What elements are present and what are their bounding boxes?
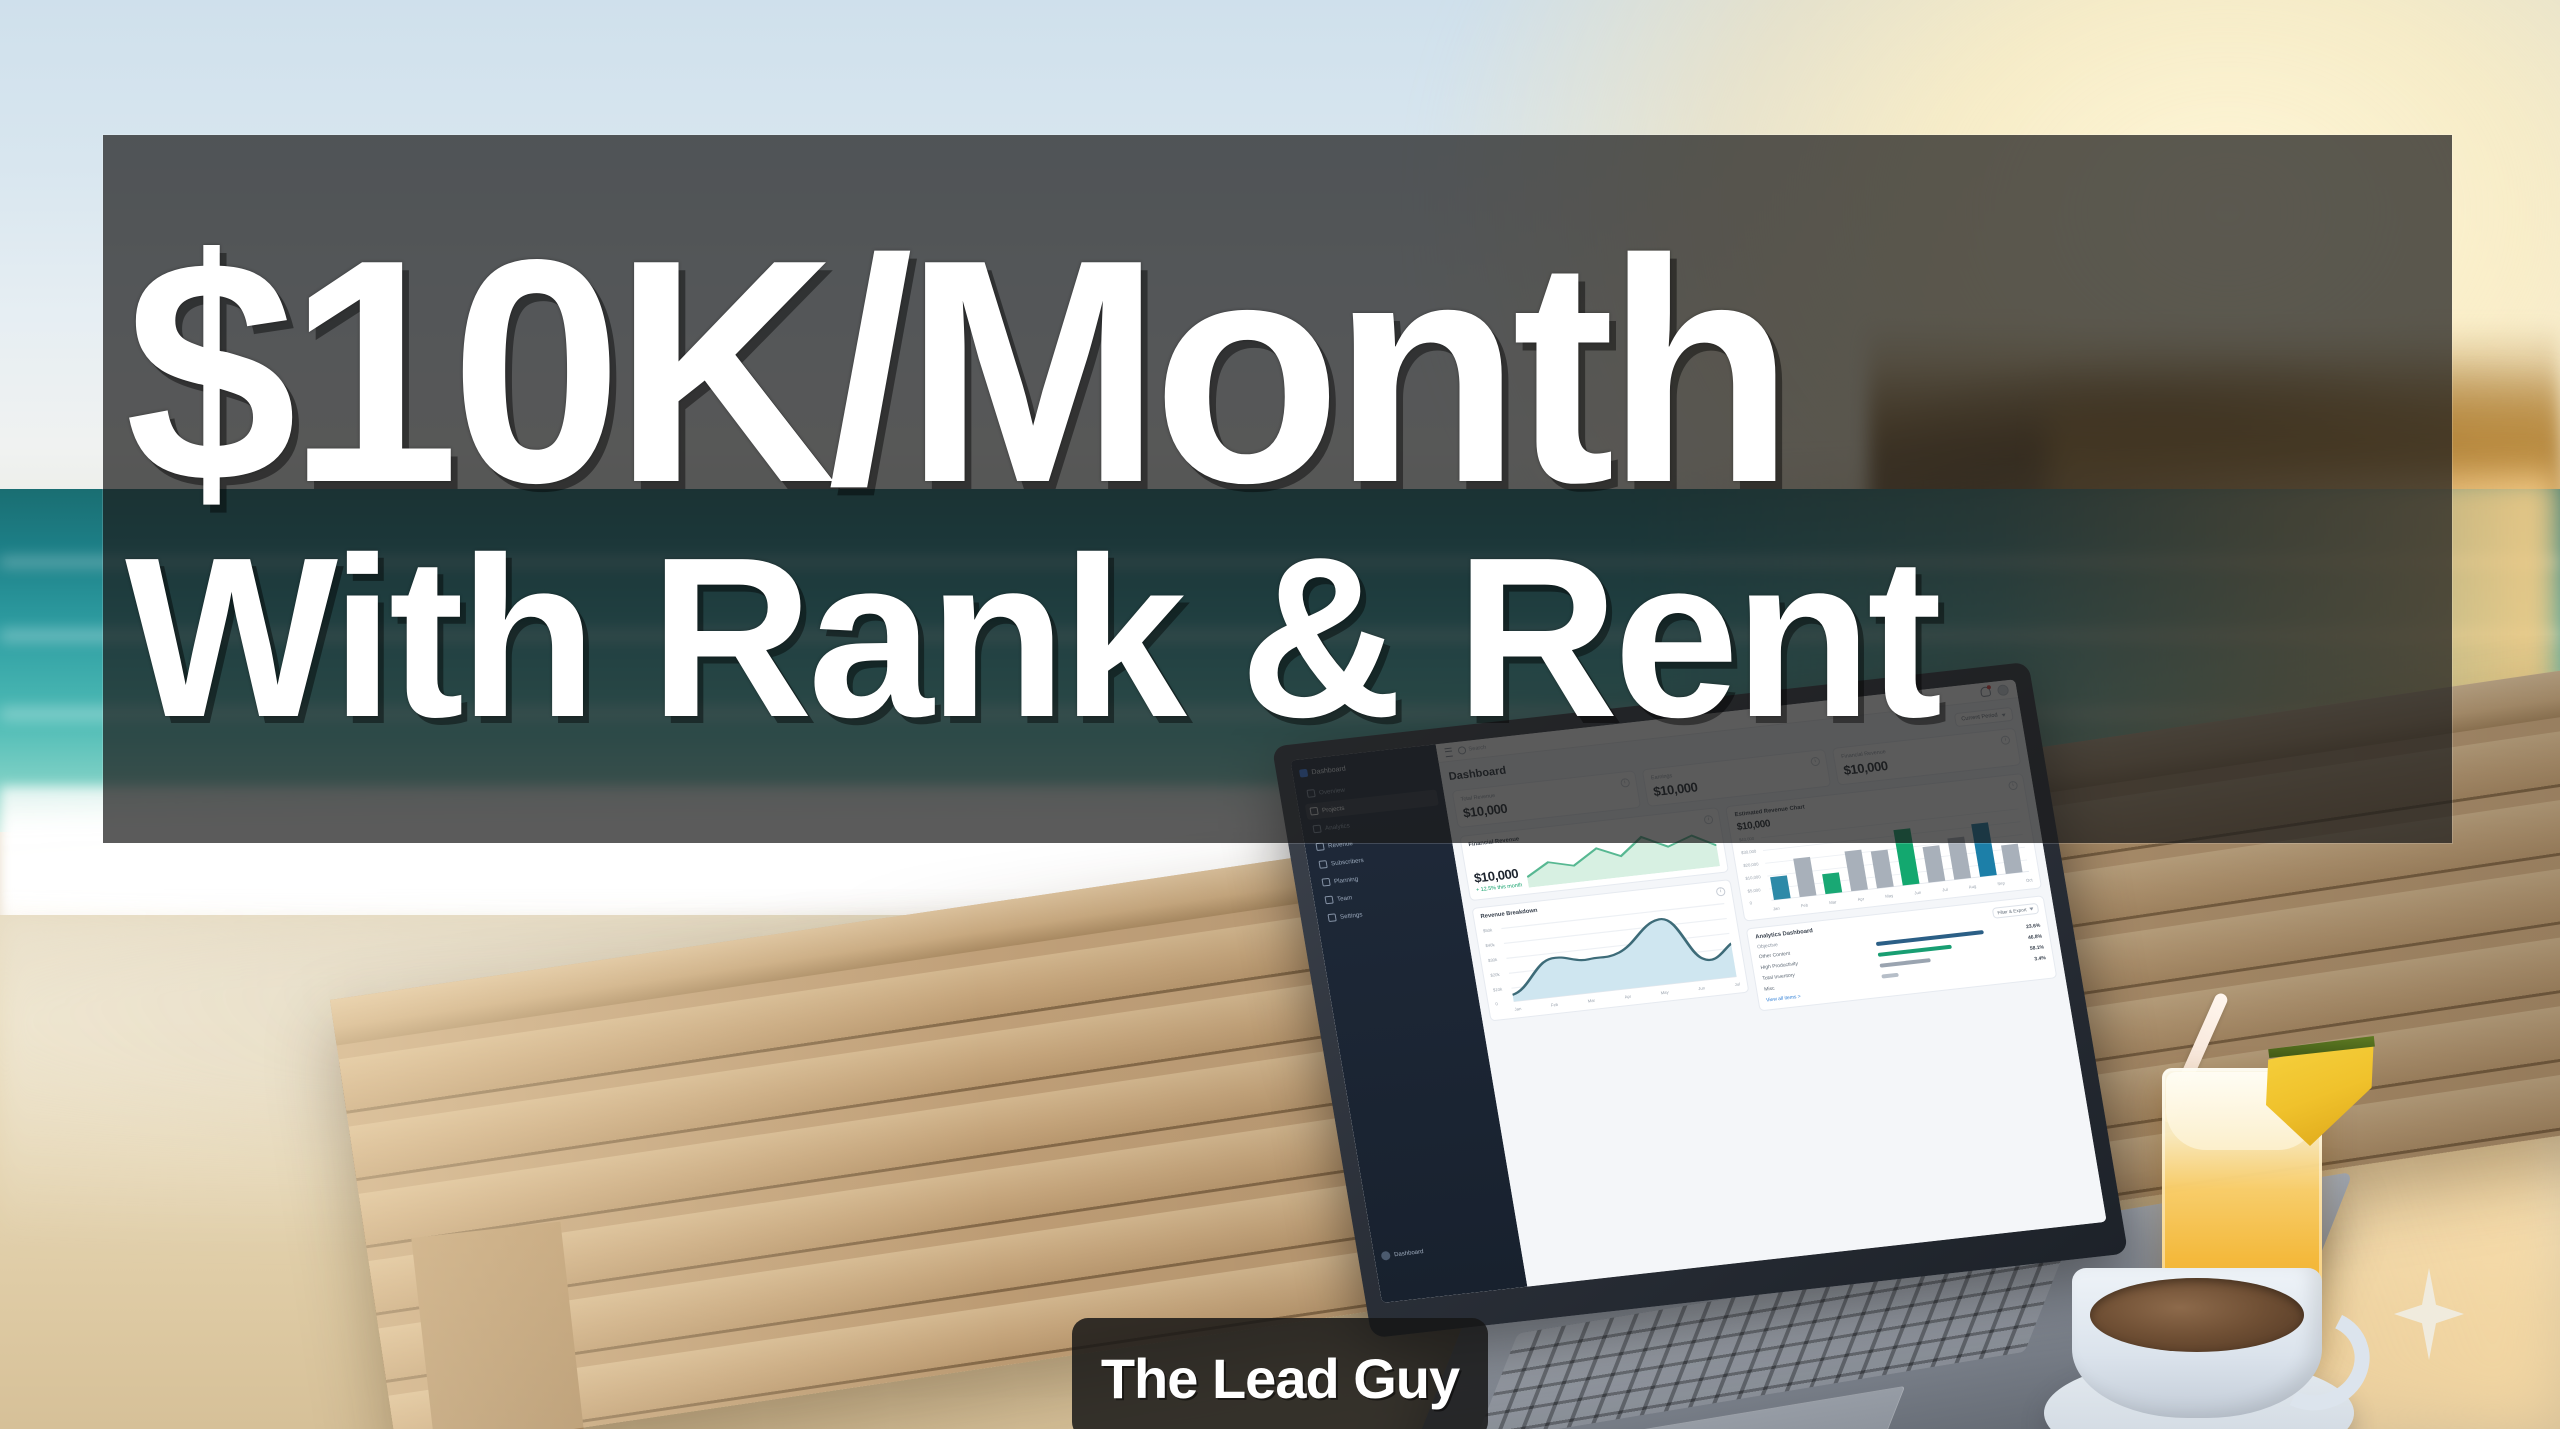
y-tick: $50k [1482, 927, 1493, 934]
y-tick: 0 [1494, 1000, 1499, 1006]
headline-overlay-banner [103, 135, 2452, 843]
headline-line-1: $10K/Month [125, 193, 1794, 549]
y-tick: $20k [1490, 971, 1501, 978]
avatar [1380, 1250, 1391, 1261]
x-tick: Apr [1624, 993, 1632, 1000]
coin-icon [1315, 842, 1325, 852]
y-tick: $10,000 [1745, 874, 1762, 882]
metric-value: 23.6% [2025, 922, 2041, 931]
x-tick: May [1884, 892, 1894, 899]
metric-bar [1881, 972, 1900, 979]
y-tick: $30k [1487, 956, 1498, 963]
x-tick: Mar [1587, 997, 1596, 1004]
info-icon[interactable]: i [1715, 886, 1727, 897]
filter-export-label: Filter & Export [1997, 907, 2027, 916]
coffee-liquid [2090, 1278, 2304, 1352]
x-tick: Feb [1800, 902, 1809, 909]
headline-text-block: $10K/Month With Rank & Rent [103, 135, 2452, 843]
x-tick: Jun [1913, 889, 1922, 896]
x-tick: Apr [1857, 896, 1865, 902]
channel-badge-label: The Lead Guy [1100, 1346, 1460, 1410]
metric-bar [1879, 958, 1932, 968]
x-tick: Oct [2025, 877, 2033, 884]
y-tick: $5,000 [1747, 887, 1761, 894]
x-tick: Jan [1772, 905, 1781, 912]
sidebar-item-label: Planning [1333, 875, 1359, 885]
x-tick: Jul [1734, 981, 1741, 988]
revenue-area-chart: $50k $40k $30k $20k $10k 0 [1482, 897, 1739, 1007]
x-tick: Mar [1828, 899, 1837, 906]
x-tick: Sep [1996, 880, 2006, 887]
metric-value: 58.1% [2029, 944, 2045, 952]
y-tick: $20,000 [1742, 861, 1759, 869]
clock-icon [1321, 877, 1331, 887]
revenue-breakdown-card: Revenue Breakdown $50k $40k $30k $20k $1… [1471, 879, 1750, 1022]
sidebar-user-label: Dashboard [1393, 1248, 1424, 1258]
y-tick: $30,000 [1740, 848, 1757, 856]
x-tick: Feb [1550, 1001, 1559, 1008]
x-tick: May [1660, 989, 1670, 996]
y-tick: $40k [1485, 942, 1495, 948]
sidebar-user[interactable]: Dashboard [1380, 1247, 1425, 1261]
sidebar-item-label: Subscribers [1330, 856, 1365, 867]
y-tick: 0 [1749, 899, 1753, 906]
chevron-down-icon [2029, 907, 2034, 911]
team-icon [1324, 895, 1334, 905]
metric-value: 3.4% [2034, 955, 2047, 963]
coffee-cup [2044, 1262, 2383, 1429]
gear-icon [1327, 913, 1337, 923]
x-tick: Jun [1697, 985, 1706, 992]
headline-line-2: With Rank & Rent [125, 511, 1942, 766]
x-tick: Jul [1941, 886, 1949, 893]
channel-badge: The Lead Guy [1072, 1318, 1488, 1429]
metric-value: 46.8% [2027, 933, 2043, 942]
sidebar-item-label: Team [1336, 893, 1353, 903]
y-tick: $10k [1492, 986, 1503, 993]
x-tick: Aug [1968, 883, 1977, 890]
users-icon [1318, 860, 1328, 869]
dashboard-left-column: Financial Revenue $10,000 + 12.5% this m… [1458, 807, 1753, 1041]
sidebar-item-label: Settings [1339, 910, 1363, 921]
x-tick: Jan [1514, 1006, 1522, 1012]
